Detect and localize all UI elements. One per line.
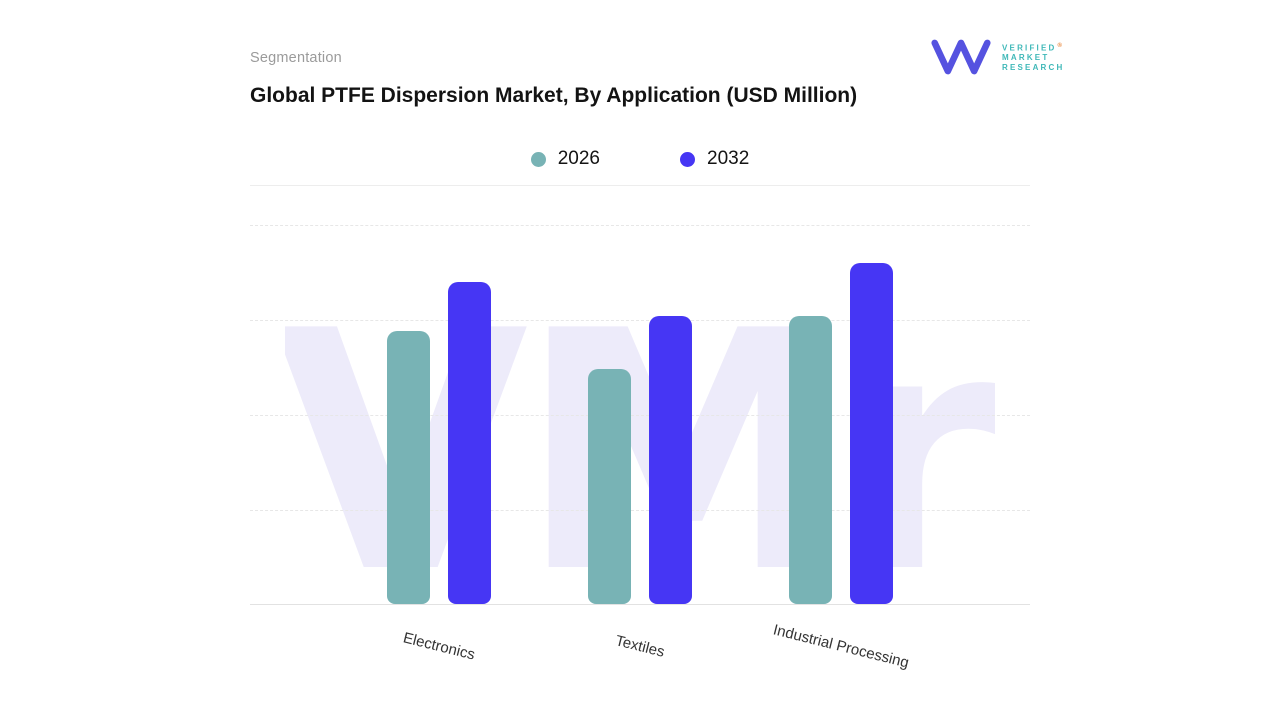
chart-legend: 2026 2032 [250, 148, 1030, 170]
gridline [250, 225, 1030, 226]
logo-line-verified: VERIFIED® [1002, 42, 1062, 53]
segmentation-label: Segmentation [250, 50, 342, 66]
legend-swatch-2032 [680, 151, 695, 167]
bar-2032-textiles[interactable] [649, 315, 692, 604]
x-axis-label-electronics: Electronics [401, 629, 477, 664]
bar-2026-industrial-processing[interactable] [789, 315, 832, 604]
gridline [250, 320, 1030, 321]
bar-chart: VMr Electronics Textiles Industrial Proces… [250, 225, 1030, 672]
x-axis-label-textiles: Textiles [613, 632, 667, 661]
bar-group-textiles: Textiles [588, 225, 692, 661]
logo-line-market: MARKET [1002, 53, 1050, 63]
vmr-logo-text: VERIFIED® MARKET RESEARCH [1002, 42, 1065, 72]
plot-area: Electronics Textiles Industrial Processing [250, 225, 1030, 672]
vmr-logo-mark-icon [931, 39, 991, 75]
legend-item-2026[interactable]: 2026 [530, 148, 600, 170]
legend-divider [250, 185, 1030, 186]
x-axis-label-industrial-processing: Industrial Processing [771, 621, 911, 672]
gridline [250, 510, 1030, 511]
chart-title: Global PTFE Dispersion Market, By Applic… [250, 84, 858, 107]
bar-2026-textiles[interactable] [588, 369, 631, 604]
legend-item-2032[interactable]: 2032 [680, 148, 749, 170]
gridline [250, 415, 1030, 416]
bar-group-industrial-processing: Industrial Processing [771, 225, 911, 672]
registered-mark: ® [1057, 42, 1062, 49]
bar-2032-industrial-processing[interactable] [850, 262, 893, 604]
bar-group-electronics: Electronics [387, 225, 491, 664]
vmr-logo: VERIFIED® MARKET RESEARCH [930, 36, 1065, 78]
legend-label-2032: 2032 [707, 148, 750, 169]
bar-2026-electronics[interactable] [387, 331, 430, 604]
legend-swatch-2026 [530, 151, 546, 167]
bar-2032-electronics[interactable] [448, 281, 491, 604]
logo-line-research: RESEARCH [1002, 62, 1065, 72]
legend-label-2026: 2026 [557, 148, 600, 169]
